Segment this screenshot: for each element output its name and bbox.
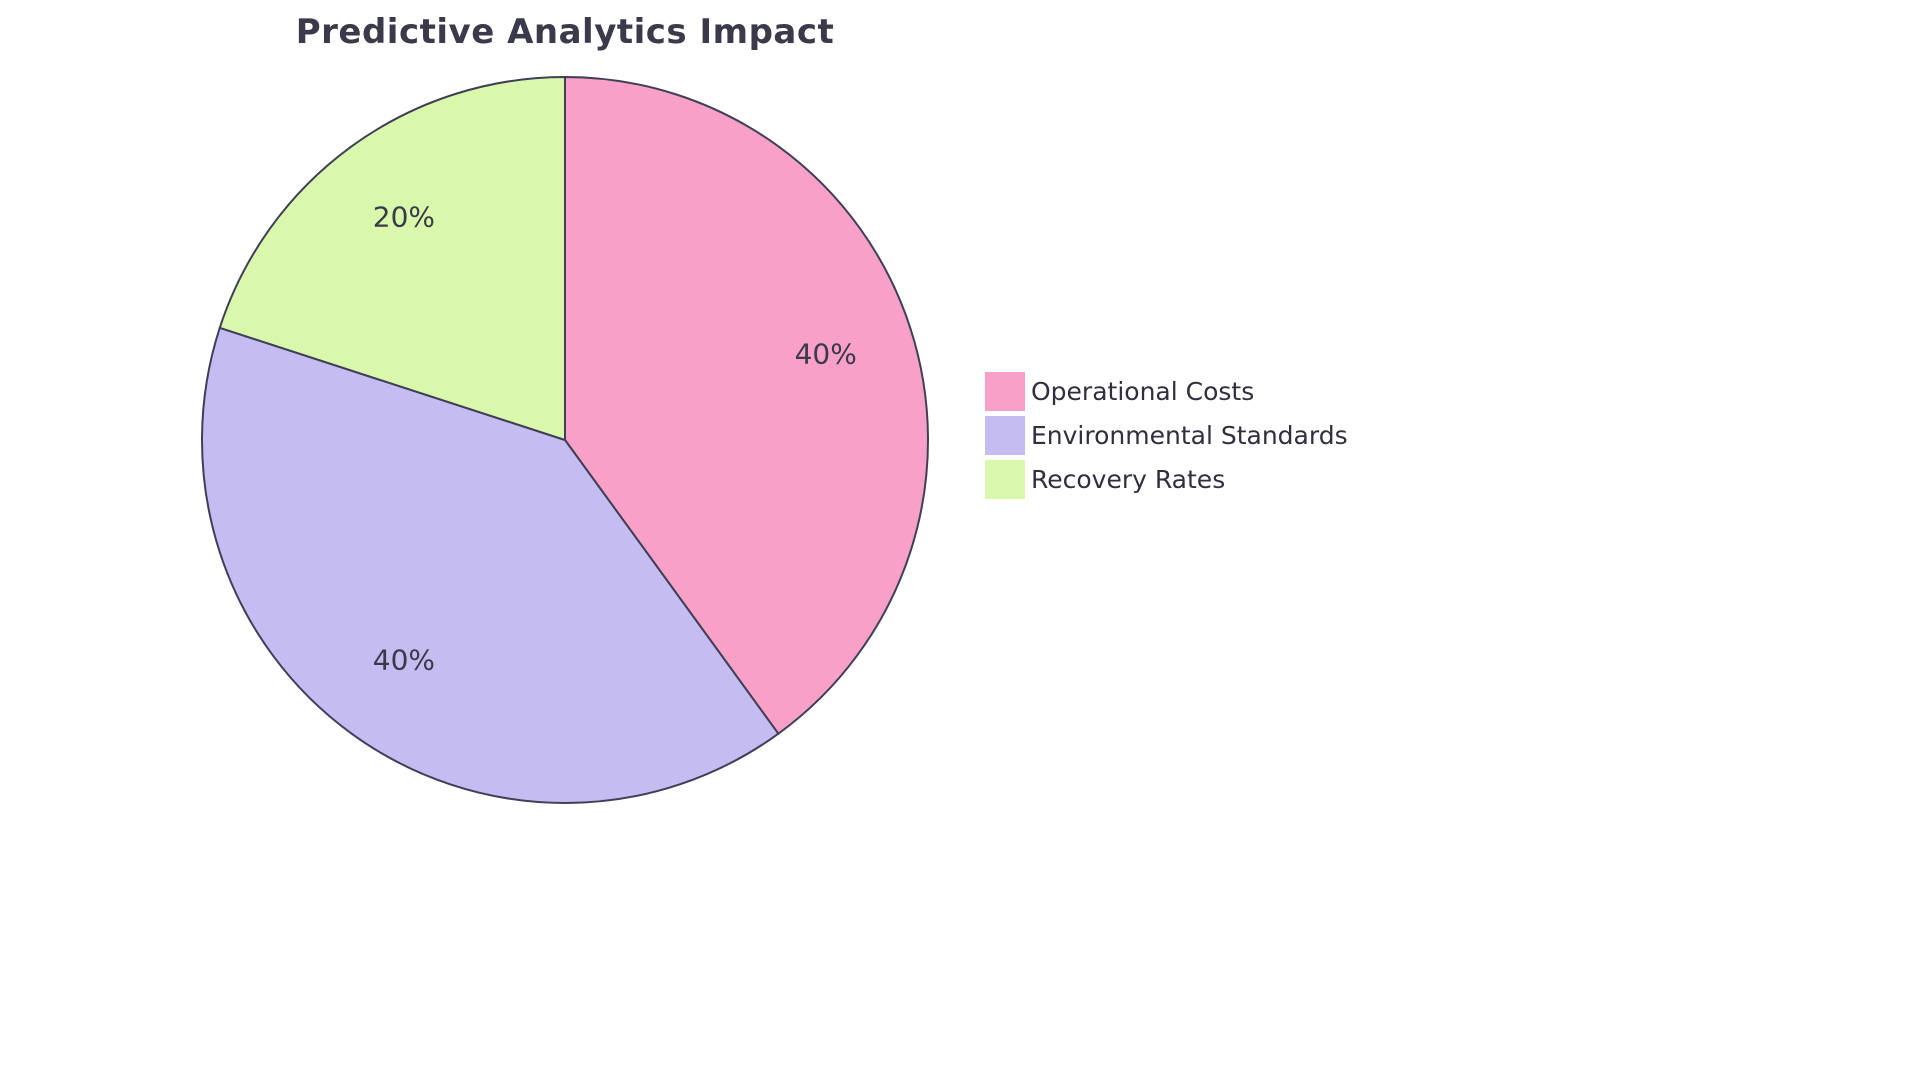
pie-slice-recovery-rates [218,76,566,441]
slice-percent-label-operational-costs: 40% [795,337,857,370]
legend-label-recovery-rates: Recovery Rates [1031,465,1226,494]
legend-swatch-environmental-standards [985,416,1025,455]
legend-swatch-operational-costs [985,372,1025,411]
legend: Operational Costs Environmental Standard… [985,372,1348,499]
chart-title: Predictive Analytics Impact [295,12,835,52]
legend-item-recovery-rates: Recovery Rates [985,460,1348,499]
legend-item-environmental-standards: Environmental Standards [985,416,1348,455]
slice-percent-label-environmental-standards: 40% [373,644,435,677]
legend-item-operational-costs: Operational Costs [985,372,1348,411]
legend-label-environmental-standards: Environmental Standards [1031,421,1348,450]
pie-slice-operational-costs [564,76,929,735]
slice-percent-label-recovery-rates: 20% [373,200,435,233]
legend-swatch-recovery-rates [985,460,1025,499]
pie-slice-environmental-standards [201,326,780,804]
legend-label-operational-costs: Operational Costs [1031,377,1255,406]
